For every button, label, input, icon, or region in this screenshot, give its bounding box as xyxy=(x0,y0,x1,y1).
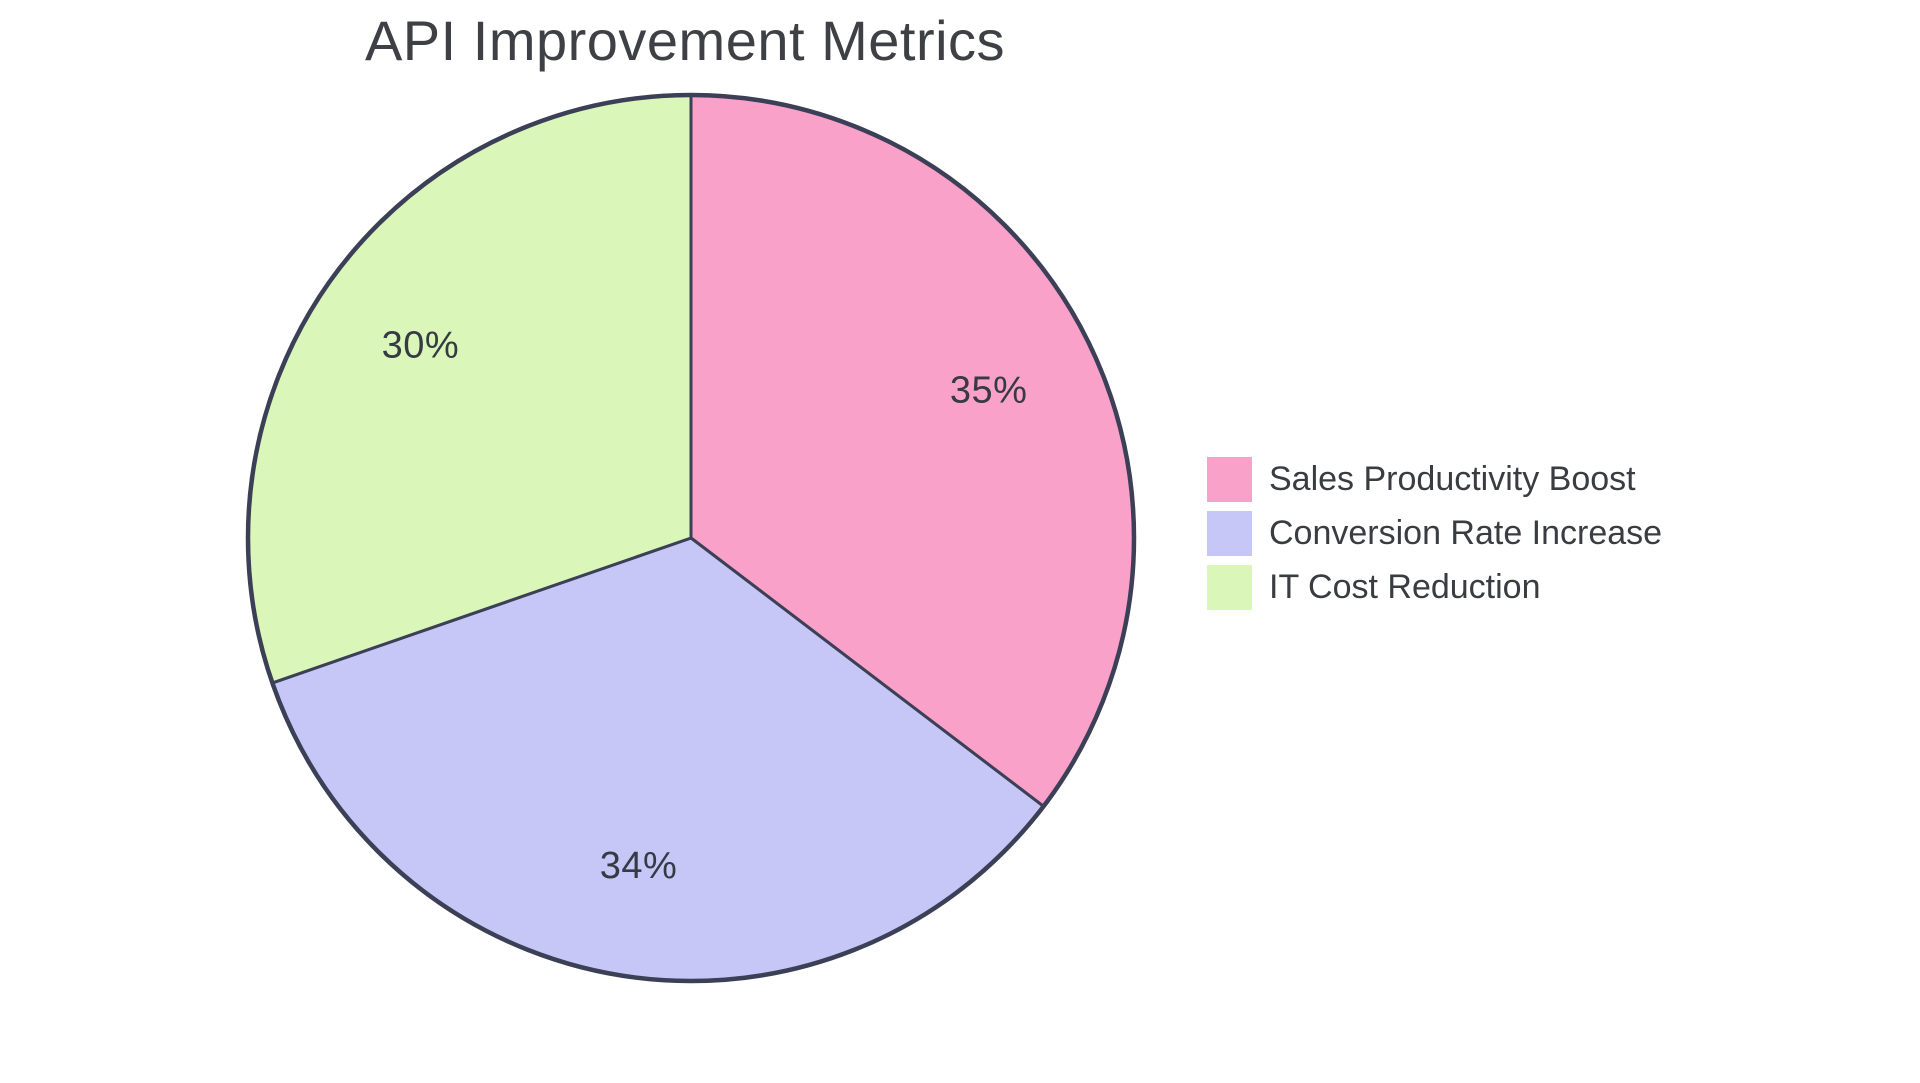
legend-item-conversion-rate-increase[interactable]: Conversion Rate Increase xyxy=(1207,511,1662,556)
legend-swatch-green xyxy=(1207,565,1252,610)
legend-item-it-cost-reduction[interactable]: IT Cost Reduction xyxy=(1207,565,1662,610)
legend-swatch-pink xyxy=(1207,457,1252,502)
pie-outline xyxy=(245,92,1137,984)
legend-label: IT Cost Reduction xyxy=(1269,568,1541,606)
chart-title: API Improvement Metrics xyxy=(364,9,1006,72)
legend: Sales Productivity Boost Conversion Rate… xyxy=(1207,457,1662,610)
legend-item-sales-productivity-boost[interactable]: Sales Productivity Boost xyxy=(1207,457,1662,502)
legend-label: Conversion Rate Increase xyxy=(1269,514,1663,552)
legend-label: Sales Productivity Boost xyxy=(1269,460,1636,498)
slice-percentage-label: 34% xyxy=(600,845,678,887)
legend-swatch-lavender xyxy=(1207,511,1252,556)
slice-percentage-label: 35% xyxy=(950,370,1028,412)
slice-percentage-label: 30% xyxy=(382,324,460,366)
